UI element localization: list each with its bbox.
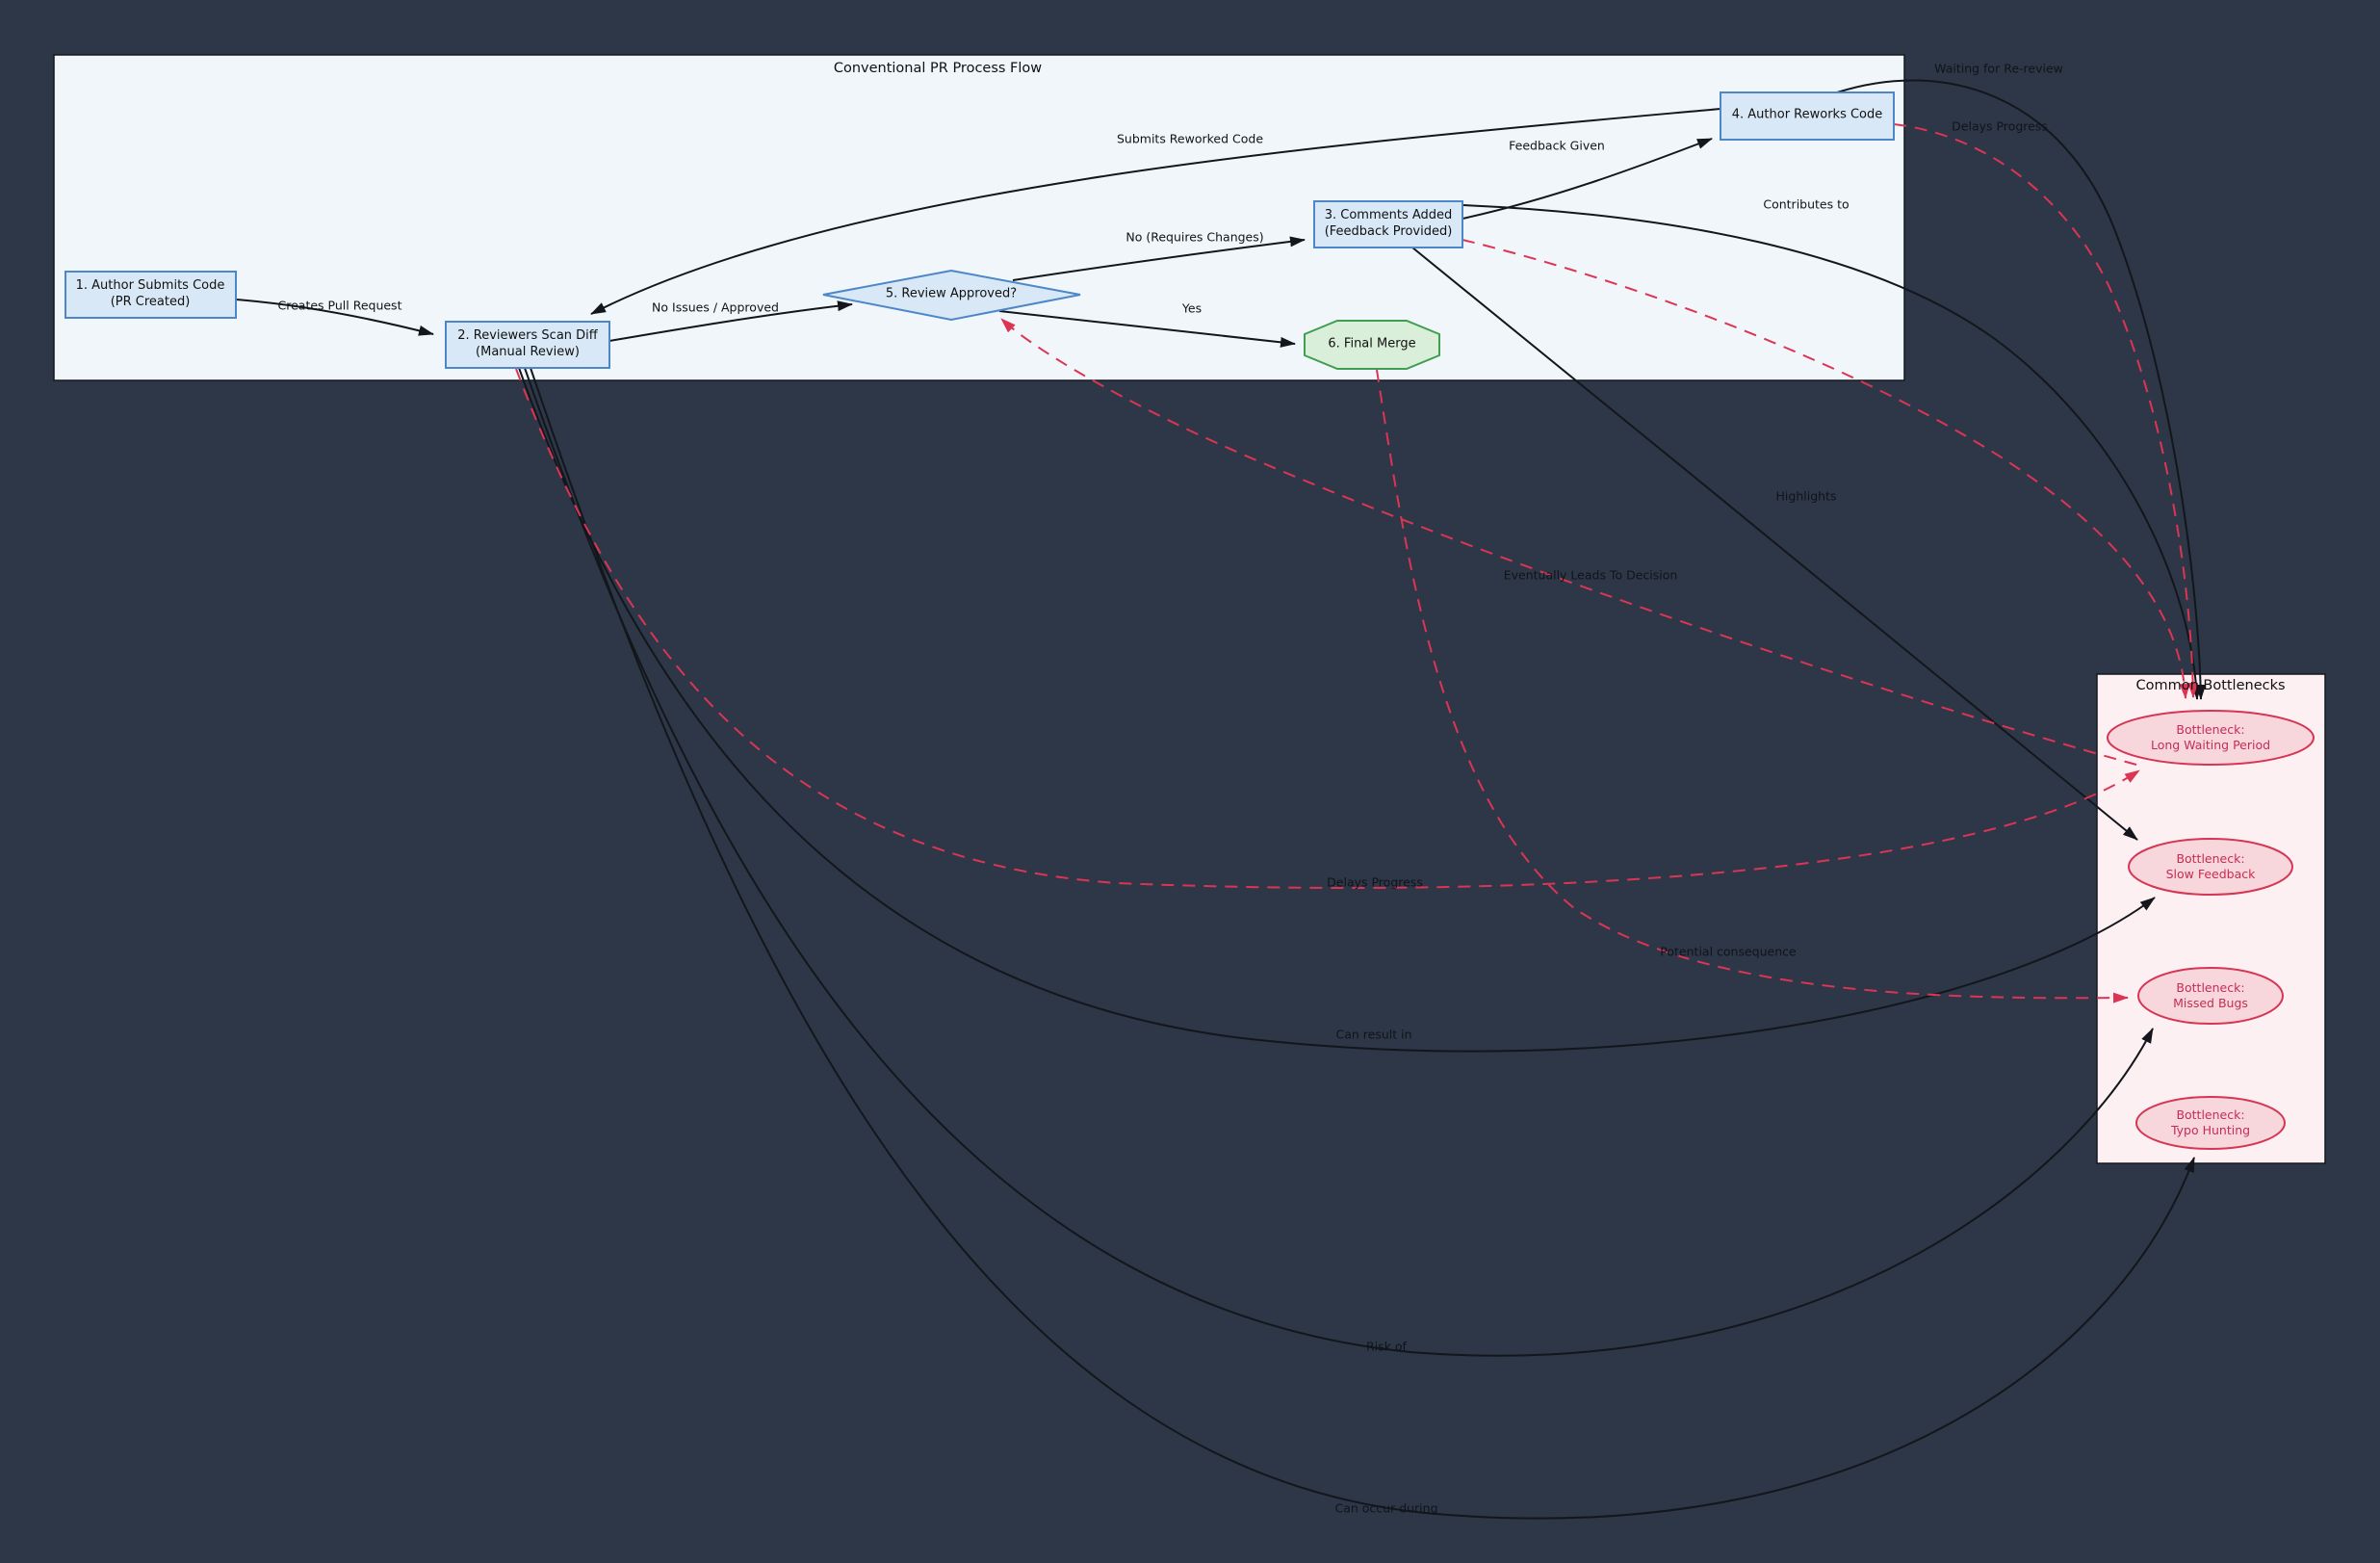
label-risk-of: Risk of: [1366, 1339, 1407, 1354]
label-yes: Yes: [1181, 300, 1203, 316]
node-author-reworks-label: 4. Author Reworks Code: [1731, 107, 1883, 122]
edge-delays-progress-rework: [1893, 123, 2199, 698]
edge-contributes-to: [1462, 204, 2202, 700]
node-reviewers-scan-line2: (Manual Review): [476, 345, 580, 359]
process-cluster-title: Conventional PR Process Flow: [833, 61, 1043, 76]
bottleneck-typo-hunting-line2: Typo Hunting: [2170, 1123, 2251, 1137]
label-delays-progress-mid: Delays Progress: [1327, 874, 1423, 890]
label-creates-pull-request: Creates Pull Request: [277, 298, 402, 313]
node-final-merge-octagon: [1304, 320, 1440, 370]
node-bottleneck-typo-hunting-shape: [2135, 1096, 2286, 1150]
edge-can-result-in: [518, 367, 2156, 1053]
edge-decision-yes: [998, 310, 1296, 348]
edge-creates-pull-request: [235, 299, 434, 336]
edge-can-occur-during: [530, 367, 2195, 1520]
bottleneck-slow-feedback-line1: Bottleneck:: [2176, 850, 2245, 866]
label-no-requires-changes: No (Requires Changes): [1125, 229, 1264, 245]
edge-scan-to-decision: [608, 300, 853, 342]
node-bottleneck-long-waiting-shape: [2107, 710, 2315, 766]
node-final-merge-label: 6. Final Merge: [1328, 336, 1416, 352]
node-bottleneck-typo-hunting-label: Bottleneck: Typo Hunting: [2171, 1107, 2250, 1139]
bottleneck-missed-bugs-line1: Bottleneck:: [2176, 979, 2245, 995]
bottleneck-missed-bugs-line2: Missed Bugs: [2173, 996, 2248, 1010]
node-bottleneck-slow-feedback-shape: [2128, 838, 2293, 896]
node-bottleneck-slow-feedback-label: Bottleneck: Slow Feedback: [2166, 851, 2256, 883]
node-bottleneck-missed-bugs-shape: [2137, 967, 2284, 1025]
edge-eventually-leads-to-decision: [1000, 318, 2137, 766]
bottleneck-typo-hunting-line1: Bottleneck:: [2176, 1107, 2245, 1122]
node-author-submits-line1: 1. Author Submits Code: [75, 278, 225, 294]
edge-feedback-given: [1462, 138, 1713, 220]
bottlenecks-cluster-title: Common Bottlenecks: [2135, 678, 2286, 693]
node-bottleneck-missed-bugs-label: Bottleneck: Missed Bugs: [2173, 980, 2248, 1012]
label-feedback-given: Feedback Given: [1509, 138, 1605, 153]
bottleneck-long-waiting-line1: Bottleneck:: [2176, 721, 2245, 737]
label-potential-consequence: Potential consequence: [1660, 944, 1797, 959]
label-can-occur-during: Can occur during: [1334, 1500, 1438, 1516]
node-review-approved-label: 5. Review Approved?: [885, 286, 1018, 301]
node-reviewers-scan-line1: 2. Reviewers Scan Diff: [457, 328, 598, 344]
bottleneck-slow-feedback-line2: Slow Feedback: [2165, 867, 2256, 881]
node-review-approved-diamond: [822, 269, 1081, 322]
label-no-issues-approved: No Issues / Approved: [652, 300, 779, 315]
label-can-result-in: Can result in: [1335, 1027, 1412, 1042]
edge-delays-progress-comments: [1462, 239, 2190, 699]
node-comments-added-label: 3. Comments Added (Feedback Provided): [1325, 208, 1453, 241]
bottleneck-long-waiting-line2: Long Waiting Period: [2150, 738, 2271, 752]
edge-delays-progress-review: [515, 368, 2140, 889]
edge-waiting-for-rereview: [1836, 79, 2207, 700]
label-contributes-to: Contributes to: [1763, 196, 1850, 212]
label-waiting-for-rereview: Waiting for Re-review: [1934, 61, 2063, 76]
label-delays-progress-top: Delays Progress: [1952, 118, 2048, 134]
node-comments-added-shape: [1313, 200, 1463, 248]
node-author-submits-line2: (PR Created): [110, 295, 191, 309]
node-reviewers-scan-shape: [445, 321, 610, 369]
node-author-submits-label: 1. Author Submits Code (PR Created): [76, 278, 225, 311]
process-cluster-box: [53, 54, 1905, 381]
node-author-reworks-shape: [1720, 91, 1895, 141]
node-bottleneck-long-waiting-label: Bottleneck: Long Waiting Period: [2151, 722, 2270, 754]
label-highlights: Highlights: [1775, 488, 1837, 504]
label-eventually-leads-to-decision: Eventually Leads To Decision: [1503, 567, 1678, 583]
node-comments-added-line1: 3. Comments Added: [1324, 208, 1453, 223]
label-submits-reworked-code: Submits Reworked Code: [1116, 131, 1264, 146]
edge-risk-of: [524, 367, 2154, 1357]
edge-highlights: [1411, 247, 2138, 841]
edge-decision-no: [1012, 236, 1306, 281]
node-author-submits-shape: [65, 271, 237, 319]
edge-potential-consequence: [1376, 369, 2129, 1003]
node-comments-added-line2: (Feedback Provided): [1324, 224, 1453, 239]
edge-submits-reworked-code: [590, 108, 1721, 315]
node-reviewers-scan-label: 2. Reviewers Scan Diff (Manual Review): [457, 328, 597, 361]
